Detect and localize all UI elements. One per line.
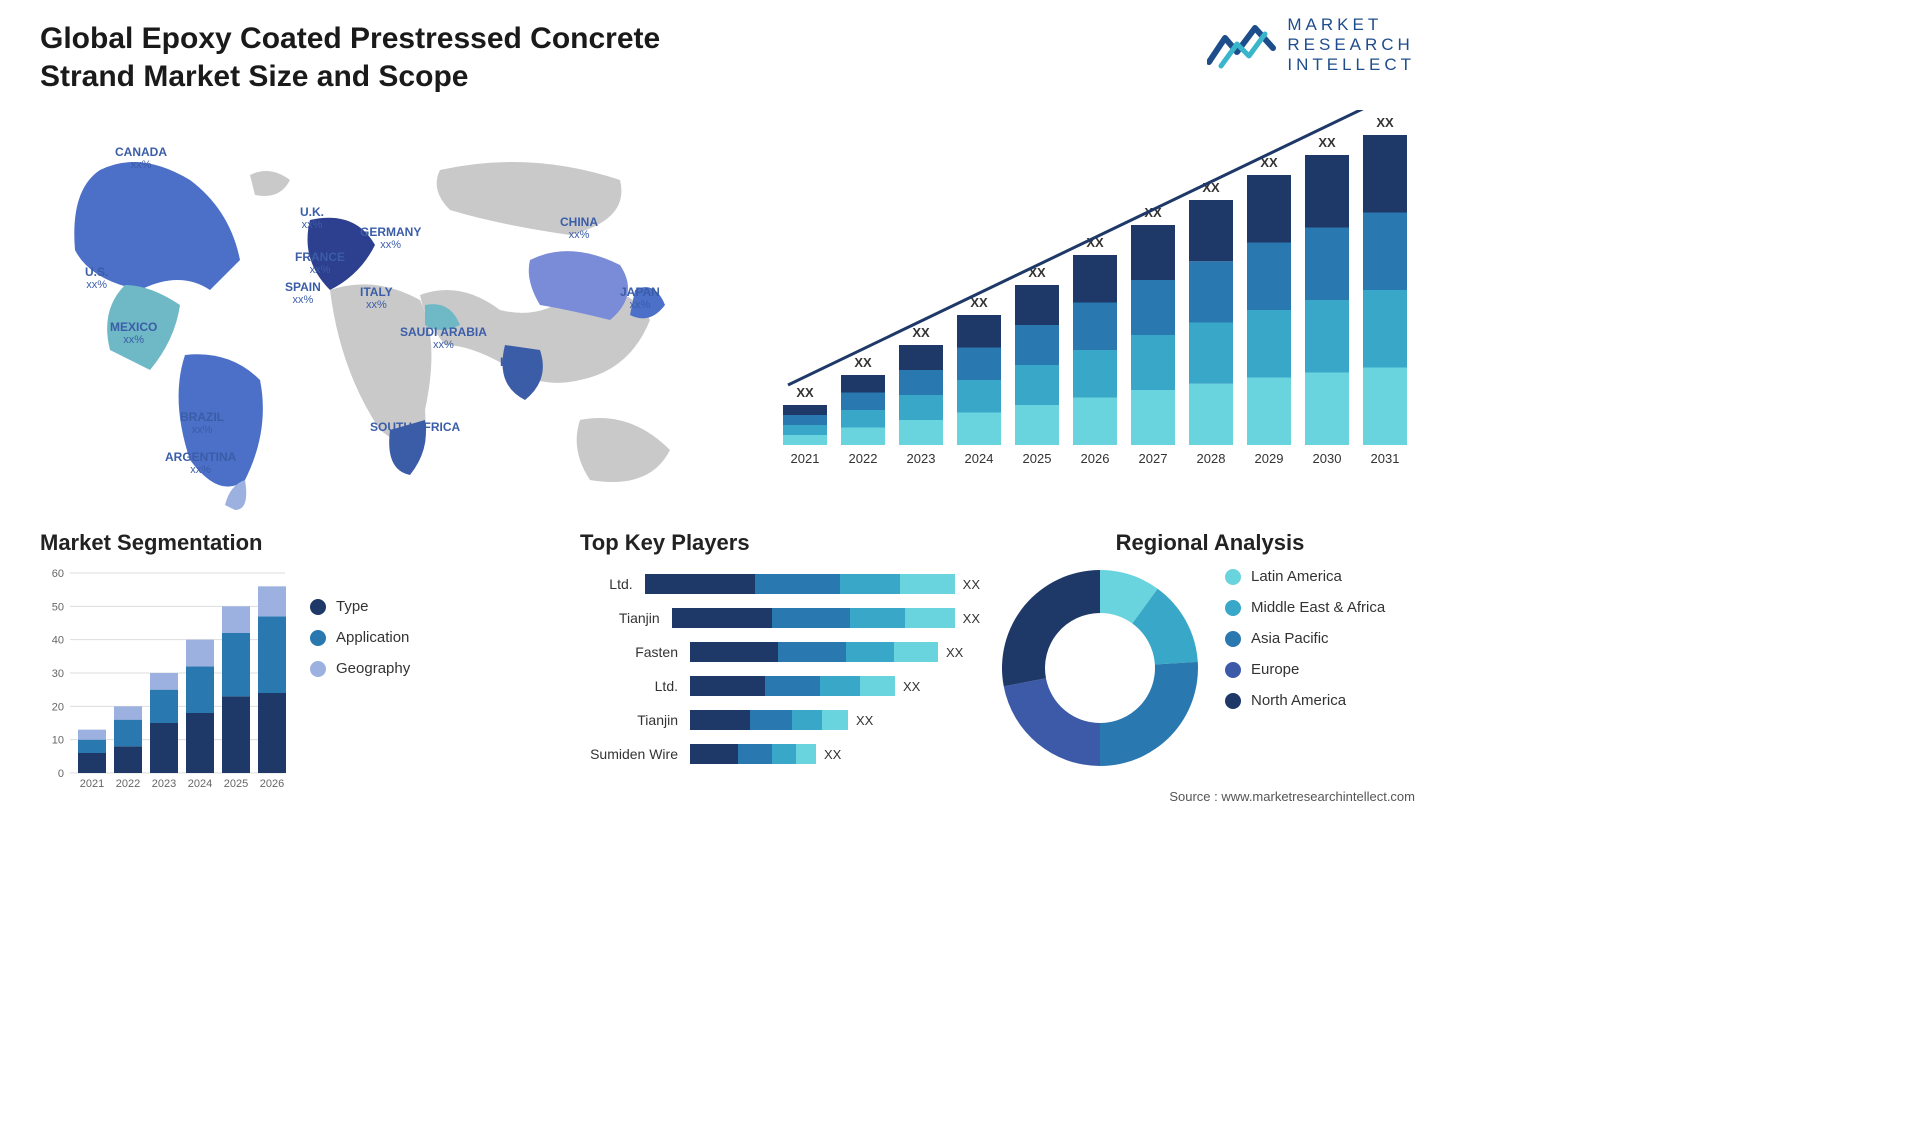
map-label: SAUDI ARABIAxx% <box>400 325 487 353</box>
logo-line3: INTELLECT <box>1287 55 1415 75</box>
map-label: JAPANxx% <box>620 285 660 313</box>
players-title: Top Key Players <box>580 530 980 556</box>
svg-text:2027: 2027 <box>1139 451 1168 466</box>
player-row: FastenXX <box>580 639 980 665</box>
svg-text:2024: 2024 <box>188 778 212 790</box>
map-label: ARGENTINAxx% <box>165 450 236 478</box>
legend-item: North America <box>1225 692 1385 709</box>
svg-text:40: 40 <box>52 635 64 647</box>
svg-text:2024: 2024 <box>965 451 994 466</box>
svg-text:XX: XX <box>854 355 872 370</box>
svg-text:60: 60 <box>52 568 64 580</box>
seg-legend: Type Application Geography <box>310 598 410 691</box>
segmentation-section: Market Segmentation 0 10 20 30 40 50 60 2021 202… <box>40 530 510 798</box>
legend-item: Geography <box>310 660 410 677</box>
svg-text:2029: 2029 <box>1255 451 1284 466</box>
player-row: TianjinXX <box>580 605 980 631</box>
svg-text:2023: 2023 <box>152 778 176 790</box>
donut-chart <box>1000 568 1200 768</box>
growth-bar-chart: XX2021XX2022XX2023XX2024XX2025XX2026XX20… <box>775 110 1415 470</box>
map-label: U.S.xx% <box>85 265 108 293</box>
legend-item: Application <box>310 629 410 646</box>
svg-text:2023: 2023 <box>907 451 936 466</box>
legend-item: Europe <box>1225 661 1385 678</box>
svg-text:2026: 2026 <box>260 778 284 790</box>
player-row: Sumiden WireXX <box>580 741 980 767</box>
svg-text:0: 0 <box>58 768 64 780</box>
player-row: Ltd.XX <box>580 571 980 597</box>
player-row: TianjinXX <box>580 707 980 733</box>
logo-line1: MARKET <box>1287 15 1415 35</box>
growth-svg: XX2021XX2022XX2023XX2024XX2025XX2026XX20… <box>775 110 1415 470</box>
players-section: Top Key Players Ltd.XXTianjinXXFastenXXL… <box>580 530 980 775</box>
map-label: INDIAxx% <box>500 355 533 383</box>
map-label: FRANCExx% <box>295 250 345 278</box>
map-label: MEXICOxx% <box>110 320 157 348</box>
map-label: U.K.xx% <box>300 205 324 233</box>
brand-logo: MARKET RESEARCH INTELLECT <box>1207 15 1415 75</box>
players-chart: Ltd.XX TianjinXX FastenXX Ltd.XX TianjinXX Su… <box>580 571 980 767</box>
world-map: CANADAxx% U.S.xx% MEXICOxx% BRAZILxx% ARGENT… <box>30 110 710 510</box>
svg-text:2021: 2021 <box>80 778 104 790</box>
player-row: Ltd.XX <box>580 673 980 699</box>
seg-title: Market Segmentation <box>40 530 510 556</box>
legend-item: Asia Pacific <box>1225 630 1385 647</box>
svg-text:20: 20 <box>52 701 64 713</box>
svg-text:10: 10 <box>52 735 64 747</box>
svg-text:2021: 2021 <box>791 451 820 466</box>
regional-section: Regional Analysis Latin America Middle Ea… <box>1000 530 1420 768</box>
svg-text:XX: XX <box>1318 135 1336 150</box>
legend-item: Latin America <box>1225 568 1385 585</box>
regional-title: Regional Analysis <box>1000 530 1420 556</box>
page-title: Global Epoxy Coated Prestressed Concrete… <box>40 20 760 95</box>
map-label: SOUTH AFRICAxx% <box>370 420 460 448</box>
svg-text:2030: 2030 <box>1313 451 1342 466</box>
svg-text:2025: 2025 <box>1023 451 1052 466</box>
legend-item: Middle East & Africa <box>1225 599 1385 616</box>
svg-text:2026: 2026 <box>1081 451 1110 466</box>
map-label: BRAZILxx% <box>180 410 224 438</box>
svg-text:2031: 2031 <box>1371 451 1400 466</box>
svg-text:50: 50 <box>52 601 64 613</box>
logo-mark-icon <box>1207 20 1277 70</box>
map-label: GERMANYxx% <box>360 225 421 253</box>
seg-chart: 0 10 20 30 40 50 60 2021 2022 2023 2024 2025 2026 <box>40 568 290 798</box>
svg-text:XX: XX <box>912 325 930 340</box>
logo-line2: RESEARCH <box>1287 35 1415 55</box>
svg-text:30: 30 <box>52 668 64 680</box>
regional-legend: Latin America Middle East & Africa Asia Pa… <box>1225 568 1385 723</box>
svg-text:XX: XX <box>796 385 814 400</box>
map-label: CHINAxx% <box>560 215 598 243</box>
map-label: ITALYxx% <box>360 285 393 313</box>
svg-text:2028: 2028 <box>1197 451 1226 466</box>
svg-text:2025: 2025 <box>224 778 248 790</box>
legend-item: Type <box>310 598 410 615</box>
source-text: Source : www.marketresearchintellect.com <box>1169 789 1415 804</box>
svg-text:2022: 2022 <box>849 451 878 466</box>
map-label: CANADAxx% <box>115 145 167 173</box>
svg-text:2022: 2022 <box>116 778 140 790</box>
svg-text:XX: XX <box>1376 115 1394 130</box>
map-label: SPAINxx% <box>285 280 321 308</box>
